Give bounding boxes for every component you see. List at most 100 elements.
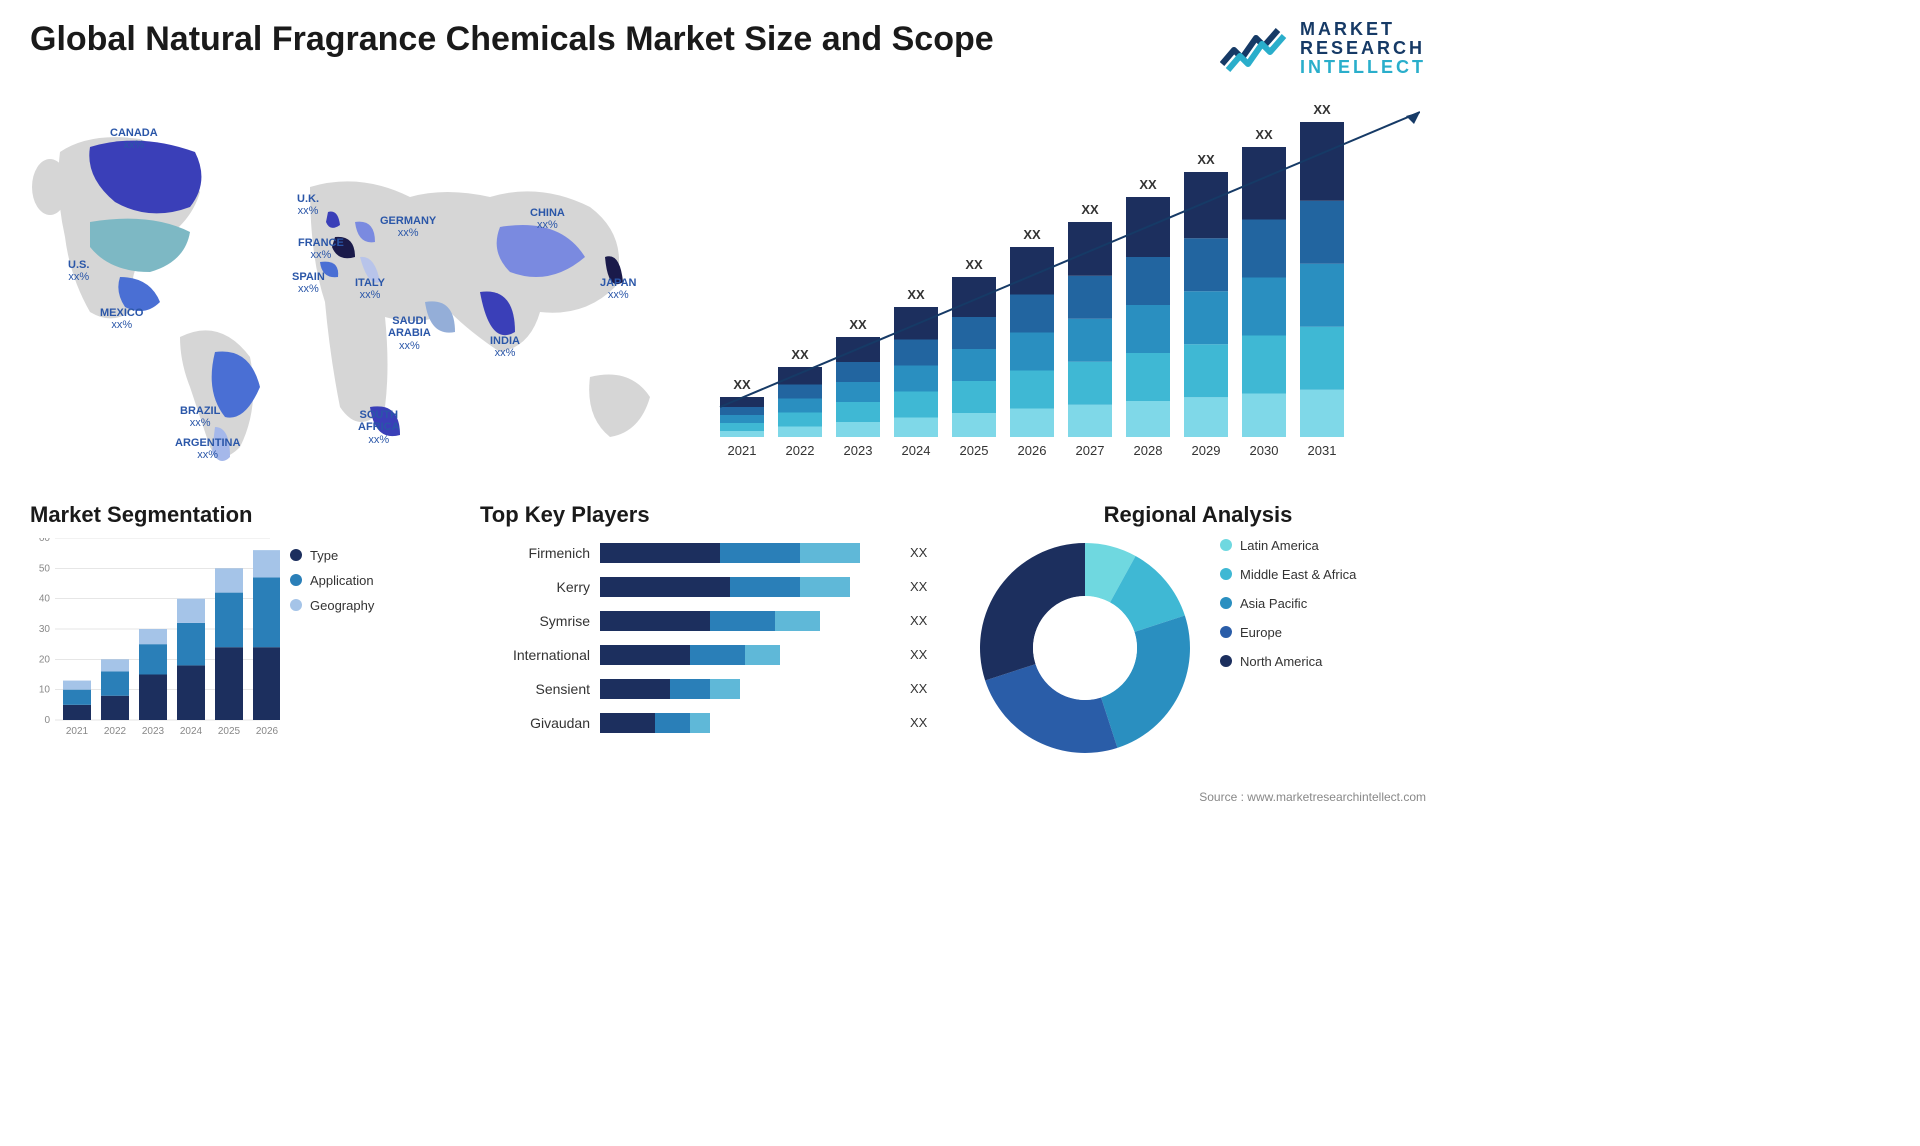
svg-text:2025: 2025 (218, 726, 241, 737)
player-value: XX (900, 545, 927, 560)
player-name: Sensient (480, 681, 600, 697)
svg-text:2027: 2027 (1076, 443, 1105, 458)
logo-mark-icon (1220, 20, 1290, 76)
svg-text:2030: 2030 (1250, 443, 1279, 458)
player-bar (600, 645, 900, 665)
map-label-spain: SPAINxx% (292, 271, 325, 296)
svg-text:2025: 2025 (960, 443, 989, 458)
logo-line3: INTELLECT (1300, 58, 1426, 77)
header: Global Natural Fragrance Chemicals Marke… (30, 20, 1426, 77)
svg-text:XX: XX (733, 377, 751, 392)
svg-text:XX: XX (907, 287, 925, 302)
svg-text:50: 50 (39, 563, 51, 574)
player-name: Givaudan (480, 715, 600, 731)
map-label-saudiarabia: SAUDIARABIAxx% (388, 315, 431, 353)
map-label-china: CHINAxx% (530, 207, 565, 232)
regional-donut-svg (970, 538, 1200, 758)
world-map-icon (30, 97, 670, 477)
growth-chart-svg: XX 2021 XX 2022 XX 2023 XX 2024 XX 2025 XX 2026 XX 20… (700, 97, 1420, 477)
svg-text:XX: XX (791, 347, 809, 362)
map-label-germany: GERMANYxx% (380, 215, 436, 240)
map-label-argentina: ARGENTINAxx% (175, 437, 240, 462)
segmentation-chart-svg: 0102030405060202120222023202420252026 (30, 538, 280, 758)
svg-text:2021: 2021 (728, 443, 757, 458)
svg-text:2024: 2024 (180, 726, 203, 737)
svg-text:2023: 2023 (844, 443, 873, 458)
map-label-uk: U.K.xx% (297, 193, 319, 218)
player-value: XX (900, 715, 927, 730)
player-bar (600, 577, 900, 597)
segmentation-title: Market Segmentation (30, 502, 450, 528)
svg-text:XX: XX (1139, 177, 1157, 192)
player-name: International (480, 647, 600, 663)
svg-text:XX: XX (849, 317, 867, 332)
svg-text:XX: XX (1197, 152, 1215, 167)
svg-text:30: 30 (39, 624, 51, 635)
segmentation-panel: Market Segmentation 01020304050602021202… (30, 482, 450, 768)
svg-text:2022: 2022 (786, 443, 815, 458)
regional-legend-item: Europe (1220, 625, 1356, 640)
players-chart: FirmenichXXKerryXXSymriseXXInternational… (480, 538, 940, 768)
map-label-japan: JAPANxx% (600, 277, 636, 302)
player-row: Firmenich XX (480, 538, 940, 568)
svg-text:XX: XX (1023, 227, 1041, 242)
map-label-canada: CANADAxx% (110, 127, 158, 152)
svg-text:2026: 2026 (256, 726, 279, 737)
svg-text:40: 40 (39, 593, 51, 604)
map-label-brazil: BRAZILxx% (180, 405, 220, 430)
player-row: Kerry XX (480, 572, 940, 602)
svg-text:2026: 2026 (1018, 443, 1047, 458)
player-row: Givaudan XX (480, 708, 940, 738)
regional-legend-item: North America (1220, 654, 1356, 669)
player-row: International XX (480, 640, 940, 670)
players-title: Top Key Players (480, 502, 940, 528)
segmentation-legend-item: Type (290, 548, 374, 563)
svg-text:20: 20 (39, 654, 51, 665)
svg-text:XX: XX (965, 257, 983, 272)
regional-legend: Latin America Middle East & Africa Asia Pa… (1220, 538, 1356, 683)
player-value: XX (900, 579, 927, 594)
player-bar (600, 543, 900, 563)
brand-logo: MARKET RESEARCH INTELLECT (1220, 20, 1426, 77)
player-row: Sensient XX (480, 674, 940, 704)
world-map-panel: CANADAxx% U.S.xx% MEXICOxx% BRAZILxx% ARGENT… (30, 97, 670, 477)
segmentation-legend: Type Application Geography (290, 548, 374, 623)
svg-text:2024: 2024 (902, 443, 931, 458)
player-bar (600, 713, 900, 733)
source-attribution: Source : www.marketresearchintellect.com (1199, 790, 1426, 804)
svg-text:XX: XX (1255, 127, 1273, 142)
regional-legend-item: Middle East & Africa (1220, 567, 1356, 582)
regional-panel: Regional Analysis Latin America Middle Ea… (970, 482, 1426, 768)
segmentation-legend-item: Geography (290, 598, 374, 613)
svg-text:2031: 2031 (1308, 443, 1337, 458)
svg-text:XX: XX (1081, 202, 1099, 217)
svg-text:2021: 2021 (66, 726, 89, 737)
map-label-us: U.S.xx% (68, 259, 89, 284)
svg-text:0: 0 (44, 715, 50, 726)
svg-text:60: 60 (39, 538, 51, 544)
upper-row: CANADAxx% U.S.xx% MEXICOxx% BRAZILxx% ARGENT… (30, 97, 1426, 477)
regional-title: Regional Analysis (970, 502, 1426, 528)
regional-chart-wrap: Latin America Middle East & Africa Asia Pa… (970, 538, 1426, 758)
map-label-mexico: MEXICOxx% (100, 307, 143, 332)
lower-row: Market Segmentation 01020304050602021202… (30, 482, 1426, 768)
logo-text: MARKET RESEARCH INTELLECT (1300, 20, 1426, 77)
segmentation-legend-item: Application (290, 573, 374, 588)
page-title: Global Natural Fragrance Chemicals Marke… (30, 20, 994, 59)
player-bar (600, 611, 900, 631)
player-value: XX (900, 681, 927, 696)
segmentation-chart: 0102030405060202120222023202420252026 Ty… (30, 538, 450, 768)
player-value: XX (900, 647, 927, 662)
player-name: Firmenich (480, 545, 600, 561)
player-value: XX (900, 613, 927, 628)
svg-text:2022: 2022 (104, 726, 127, 737)
svg-text:2028: 2028 (1134, 443, 1163, 458)
regional-legend-item: Asia Pacific (1220, 596, 1356, 611)
map-label-southafrica: SOUTHAFRICAxx% (358, 409, 400, 447)
svg-text:XX: XX (1313, 102, 1331, 117)
player-name: Symrise (480, 613, 600, 629)
map-label-france: FRANCExx% (298, 237, 344, 262)
growth-chart: XX 2021 XX 2022 XX 2023 XX 2024 XX 2025 XX 2026 XX 20… (700, 97, 1426, 477)
player-name: Kerry (480, 579, 600, 595)
regional-legend-item: Latin America (1220, 538, 1356, 553)
